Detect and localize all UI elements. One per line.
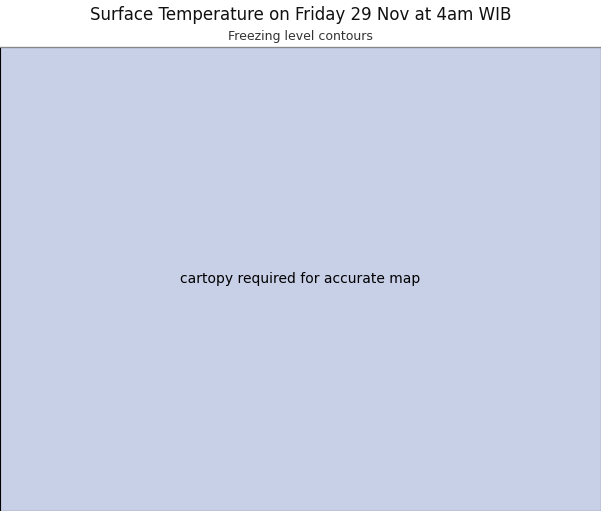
- Text: cartopy required for accurate map: cartopy required for accurate map: [180, 272, 421, 286]
- Text: Surface Temperature on Friday 29 Nov at 4am WIB: Surface Temperature on Friday 29 Nov at …: [90, 6, 511, 24]
- Text: Freezing level contours: Freezing level contours: [228, 30, 373, 43]
